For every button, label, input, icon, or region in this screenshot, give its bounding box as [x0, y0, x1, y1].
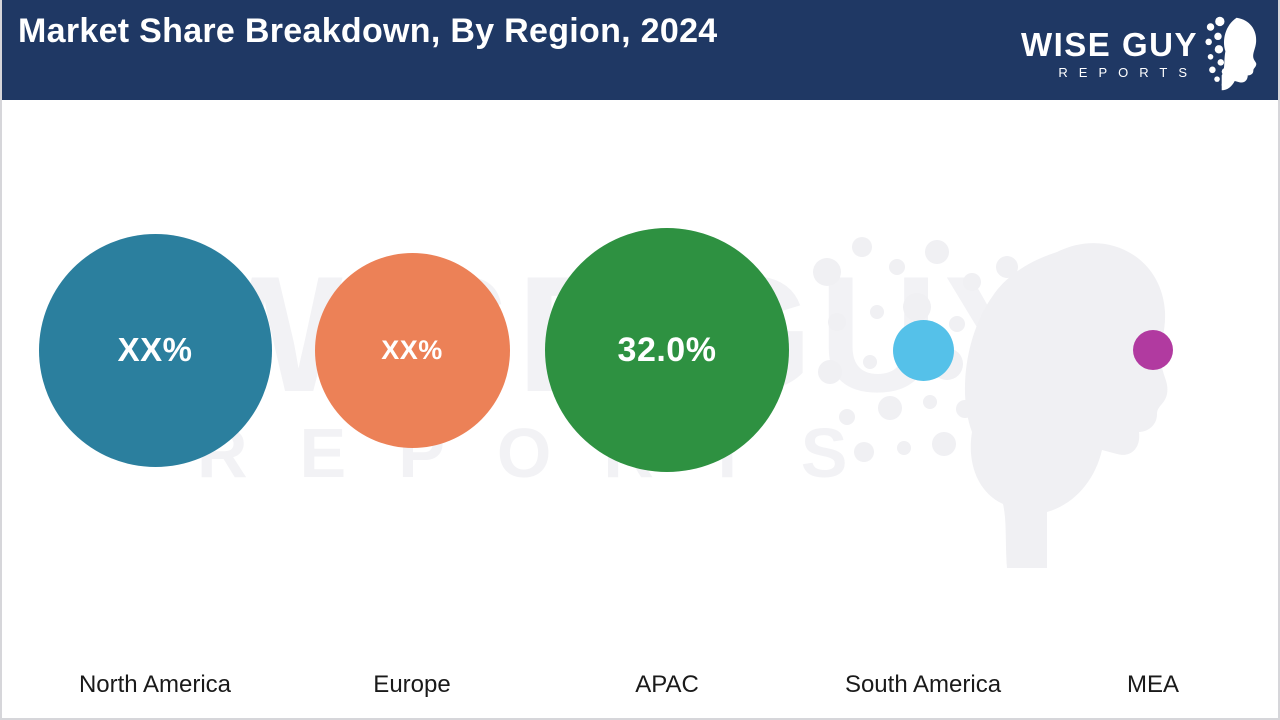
bubble-mea [1133, 330, 1173, 370]
bubble-value-europe: XX% [381, 334, 443, 365]
category-label-apac: APAC [635, 671, 699, 698]
logo-wise-guy: WISE GUY [1020, 25, 1198, 63]
wise-guy-reports-logo: WISE GUY REPORTS [1021, 8, 1260, 100]
page-title: Market Share Breakdown, By Region, 2024 [18, 12, 718, 50]
bubble-apac: 32.0% [545, 228, 789, 472]
bubble-south-america [892, 319, 954, 381]
watermark-face-icon [813, 237, 1168, 568]
header: Market Share Breakdown, By Region, 2024 … [2, 0, 1278, 100]
category-label-mea: MEA [1126, 671, 1180, 698]
logo-text: WISE GUY REPORTS [1020, 25, 1198, 81]
category-label-north-america: North America [78, 671, 232, 698]
logo-reports: REPORTS [1058, 65, 1198, 81]
bubble-value-north-america: XX% [117, 331, 193, 368]
category-label-europe: Europe [373, 671, 451, 698]
bubble-north-america: XX% [38, 233, 272, 467]
bubble-value-apac: 32.0% [617, 330, 717, 369]
bubble-europe: XX% [314, 252, 510, 448]
category-label-south-america: South America [844, 671, 1002, 698]
logo-face-icon [1205, 16, 1257, 91]
